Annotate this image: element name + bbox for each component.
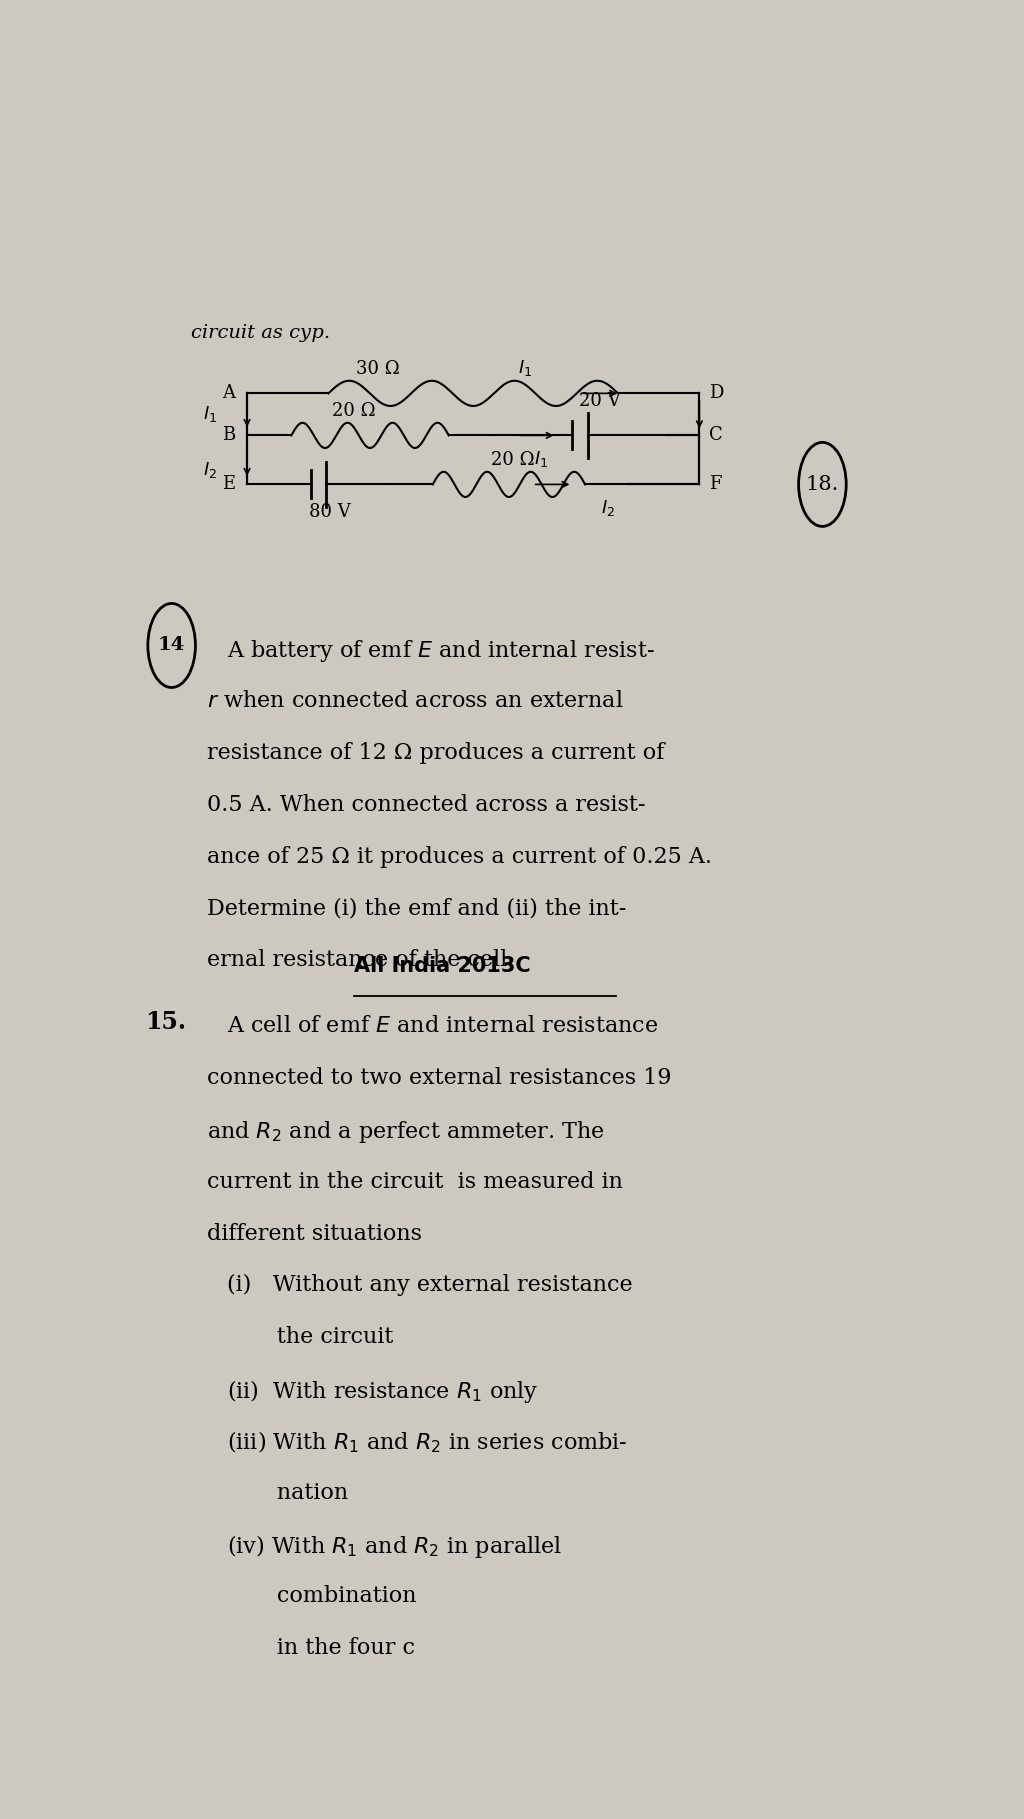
Text: 30 Ω: 30 Ω bbox=[356, 360, 399, 378]
Text: All India 2013C: All India 2013C bbox=[354, 957, 530, 977]
Text: F: F bbox=[709, 475, 722, 493]
Text: (ii)  With resistance $R_1$ only: (ii) With resistance $R_1$ only bbox=[227, 1379, 539, 1404]
Text: $r$ when connected across an external: $r$ when connected across an external bbox=[207, 689, 624, 713]
Text: $I_1$: $I_1$ bbox=[534, 449, 548, 469]
Text: 14: 14 bbox=[158, 637, 185, 655]
Text: $I_2$: $I_2$ bbox=[203, 460, 217, 480]
Text: $I_2$: $I_2$ bbox=[601, 498, 615, 518]
Text: B: B bbox=[222, 426, 236, 444]
Text: 20 V: 20 V bbox=[580, 393, 621, 409]
Text: circuit as сур.: circuit as сур. bbox=[191, 324, 331, 342]
Text: 20 Ω: 20 Ω bbox=[492, 451, 535, 469]
Text: current in the circuit  is measured in: current in the circuit is measured in bbox=[207, 1171, 624, 1193]
Text: resistance of 12 Ω produces a current of: resistance of 12 Ω produces a current of bbox=[207, 742, 665, 764]
Text: (iii) With $R_1$ and $R_2$ in series combi-: (iii) With $R_1$ and $R_2$ in series com… bbox=[227, 1430, 628, 1455]
Text: 15.: 15. bbox=[145, 1010, 186, 1033]
Text: D: D bbox=[709, 384, 723, 402]
Text: 18.: 18. bbox=[806, 475, 839, 495]
Text: 80 V: 80 V bbox=[309, 502, 351, 520]
Text: A: A bbox=[222, 384, 236, 402]
Text: E: E bbox=[222, 475, 236, 493]
Text: 20 Ω: 20 Ω bbox=[333, 402, 376, 420]
Text: connected to two external resistances 19: connected to two external resistances 19 bbox=[207, 1068, 672, 1090]
Text: ernal resistance of the cell.: ernal resistance of the cell. bbox=[207, 950, 515, 971]
Text: in the four c: in the four c bbox=[227, 1637, 415, 1659]
Text: (iv) With $R_1$ and $R_2$ in parallel: (iv) With $R_1$ and $R_2$ in parallel bbox=[227, 1533, 562, 1561]
Text: (i)   Without any external resistance: (i) Without any external resistance bbox=[227, 1275, 633, 1297]
Text: the circuit: the circuit bbox=[227, 1326, 393, 1348]
Text: nation: nation bbox=[227, 1482, 348, 1504]
Text: A battery of emf $E$ and internal resist-: A battery of emf $E$ and internal resist… bbox=[227, 638, 655, 664]
Text: ance of 25 Ω it produces a current of 0.25 A.: ance of 25 Ω it produces a current of 0.… bbox=[207, 846, 713, 868]
Text: C: C bbox=[709, 426, 723, 444]
Text: A cell of emf $E$ and internal resistance: A cell of emf $E$ and internal resistanc… bbox=[227, 1015, 658, 1037]
Text: $I_1$: $I_1$ bbox=[518, 358, 531, 378]
Text: $I_1$: $I_1$ bbox=[203, 404, 217, 424]
Text: Determine (i) the emf and (ii) the int-: Determine (i) the emf and (ii) the int- bbox=[207, 897, 627, 920]
Text: 0.5 A. When connected across a resist-: 0.5 A. When connected across a resist- bbox=[207, 793, 646, 817]
Text: different situations: different situations bbox=[207, 1222, 422, 1244]
Text: and $R_2$ and a perfect ammeter. The: and $R_2$ and a perfect ammeter. The bbox=[207, 1119, 605, 1144]
Text: combination: combination bbox=[227, 1586, 417, 1608]
